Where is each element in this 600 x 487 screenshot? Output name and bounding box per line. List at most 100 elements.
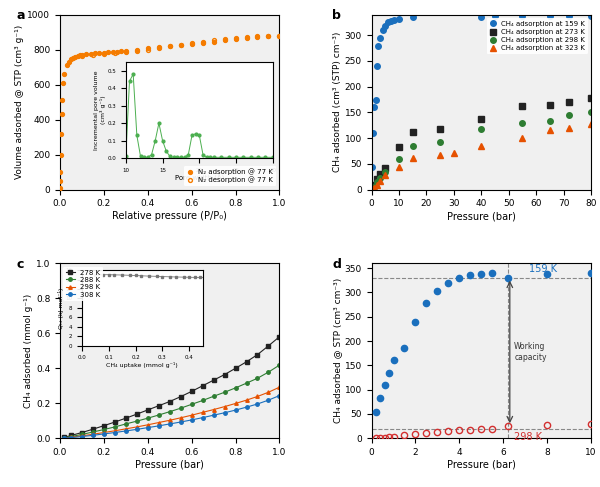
- CH₄ adsorption at 298 K: [373, 180, 380, 186]
- CH₄ adsorption at 273 K: [371, 182, 378, 187]
- X-axis label: Pressure (bar): Pressure (bar): [447, 211, 516, 221]
- CH₄ adsorption at 273 K: [546, 102, 553, 108]
- CH₄ adsorption at 298 K: [565, 112, 572, 118]
- 308 K: [276, 393, 283, 398]
- N₂ adsorption @ 77 K: [63, 62, 70, 68]
- 298 K: [89, 431, 97, 437]
- N₂ desorption @ 77 K: [166, 43, 173, 49]
- 298 K: [177, 415, 184, 421]
- CH₄ adsorption at 323 K: [587, 121, 595, 127]
- N₂ adsorption @ 77 K: [72, 54, 79, 59]
- CH₄ adsorption at 159 K: [519, 13, 526, 19]
- CH₄ adsorption at 159 K: [387, 18, 394, 24]
- N₂ desorption @ 77 K: [232, 35, 239, 41]
- X-axis label: Pressure (bar): Pressure (bar): [135, 460, 204, 470]
- N₂ adsorption @ 77 K: [67, 56, 74, 62]
- 288 K: [199, 397, 206, 403]
- X-axis label: Pressure (bar): Pressure (bar): [447, 460, 516, 470]
- N₂ adsorption @ 77 K: [199, 40, 206, 46]
- CH₄ adsorption at 298 K: [395, 156, 403, 162]
- CH₄ adsorption at 273 K: [376, 171, 383, 177]
- 278 K: [79, 430, 86, 435]
- 308 K: [177, 419, 184, 425]
- CH₄ adsorption at 273 K: [369, 186, 376, 191]
- CH₄ adsorption at 159 K: [478, 14, 485, 19]
- CH₄ adsorption at 273 K: [478, 116, 485, 122]
- N₂ adsorption @ 77 K: [188, 41, 195, 47]
- 298 K: [254, 393, 261, 399]
- CH₄ adsorption at 159 K: [385, 19, 392, 25]
- 308 K: [89, 432, 97, 438]
- 298 K: [61, 435, 68, 441]
- 288 K: [232, 385, 239, 391]
- N₂ adsorption @ 77 K: [133, 47, 140, 53]
- 288 K: [155, 412, 163, 418]
- CH₄ adsorption at 298 K: [437, 139, 444, 145]
- 308 K: [79, 433, 86, 439]
- CH₄ adsorption at 273 K: [373, 176, 380, 182]
- CH₄ adsorption at 159 K: [491, 13, 499, 19]
- 298 K: [276, 384, 283, 390]
- Legend: 278 K, 288 K, 298 K, 308 K: 278 K, 288 K, 298 K, 308 K: [64, 267, 103, 300]
- 308 K: [232, 407, 239, 413]
- 278 K: [122, 415, 130, 421]
- 288 K: [89, 429, 97, 435]
- CH₄ adsorption at 159 K: [375, 42, 382, 48]
- 288 K: [133, 418, 140, 424]
- Line: 308 K: 308 K: [62, 394, 281, 440]
- 288 K: [166, 409, 173, 414]
- N₂ adsorption @ 77 K: [57, 152, 64, 158]
- 278 K: [89, 426, 97, 432]
- 288 K: [100, 427, 107, 432]
- 308 K: [122, 428, 130, 434]
- CH₄ adsorption at 323 K: [409, 155, 416, 161]
- CH₄ adsorption at 159 K: [376, 35, 383, 41]
- 298 K: [122, 426, 130, 432]
- 278 K: [177, 393, 184, 399]
- N₂ adsorption @ 77 K: [166, 43, 173, 49]
- N₂ adsorption @ 77 K: [109, 49, 116, 55]
- CH₄ adsorption at 298 K: [376, 175, 383, 181]
- 308 K: [265, 397, 272, 403]
- CH₄ adsorption at 273 K: [370, 184, 377, 190]
- CH₄ adsorption at 323 K: [519, 135, 526, 141]
- N₂ adsorption @ 77 K: [87, 51, 94, 57]
- 278 K: [232, 365, 239, 371]
- 298 K: [199, 410, 206, 415]
- 278 K: [199, 383, 206, 389]
- CH₄ adsorption at 159 K: [546, 13, 553, 19]
- 278 K: [254, 352, 261, 357]
- 298 K: [144, 422, 151, 428]
- CH₄ adsorption at 298 K: [371, 184, 378, 189]
- N₂ adsorption @ 77 K: [59, 97, 66, 103]
- N₂ adsorption @ 77 K: [122, 48, 130, 54]
- CH₄ adsorption at 323 K: [478, 143, 485, 149]
- 308 K: [144, 425, 151, 431]
- 298 K: [265, 389, 272, 395]
- N₂ adsorption @ 77 K: [232, 36, 239, 42]
- 288 K: [67, 433, 74, 439]
- 298 K: [210, 407, 217, 412]
- N₂ adsorption @ 77 K: [59, 80, 67, 86]
- CH₄ adsorption at 323 K: [376, 178, 383, 184]
- CH₄ adsorption at 298 K: [519, 120, 526, 126]
- 278 K: [133, 411, 140, 417]
- CH₄ adsorption at 273 K: [409, 129, 416, 135]
- 298 K: [79, 433, 86, 439]
- CH₄ adsorption at 159 K: [370, 130, 377, 136]
- 308 K: [243, 404, 250, 410]
- CH₄ adsorption at 298 K: [370, 185, 377, 191]
- CH₄ adsorption at 323 K: [450, 150, 457, 155]
- Text: d: d: [332, 258, 341, 271]
- Line: 288 K: 288 K: [62, 363, 281, 439]
- CH₄ adsorption at 273 K: [437, 126, 444, 132]
- N₂ adsorption @ 77 K: [177, 42, 184, 48]
- CH₄ adsorption at 159 K: [565, 13, 572, 19]
- CH₄ adsorption at 298 K: [369, 186, 376, 192]
- N₂ desorption @ 77 K: [122, 49, 130, 55]
- 308 K: [210, 412, 217, 418]
- Y-axis label: CH₄ adsorbed (mmol g⁻¹): CH₄ adsorbed (mmol g⁻¹): [24, 294, 33, 408]
- N₂ adsorption @ 77 K: [100, 50, 107, 56]
- CH₄ adsorption at 159 K: [382, 23, 389, 29]
- 278 K: [221, 372, 228, 377]
